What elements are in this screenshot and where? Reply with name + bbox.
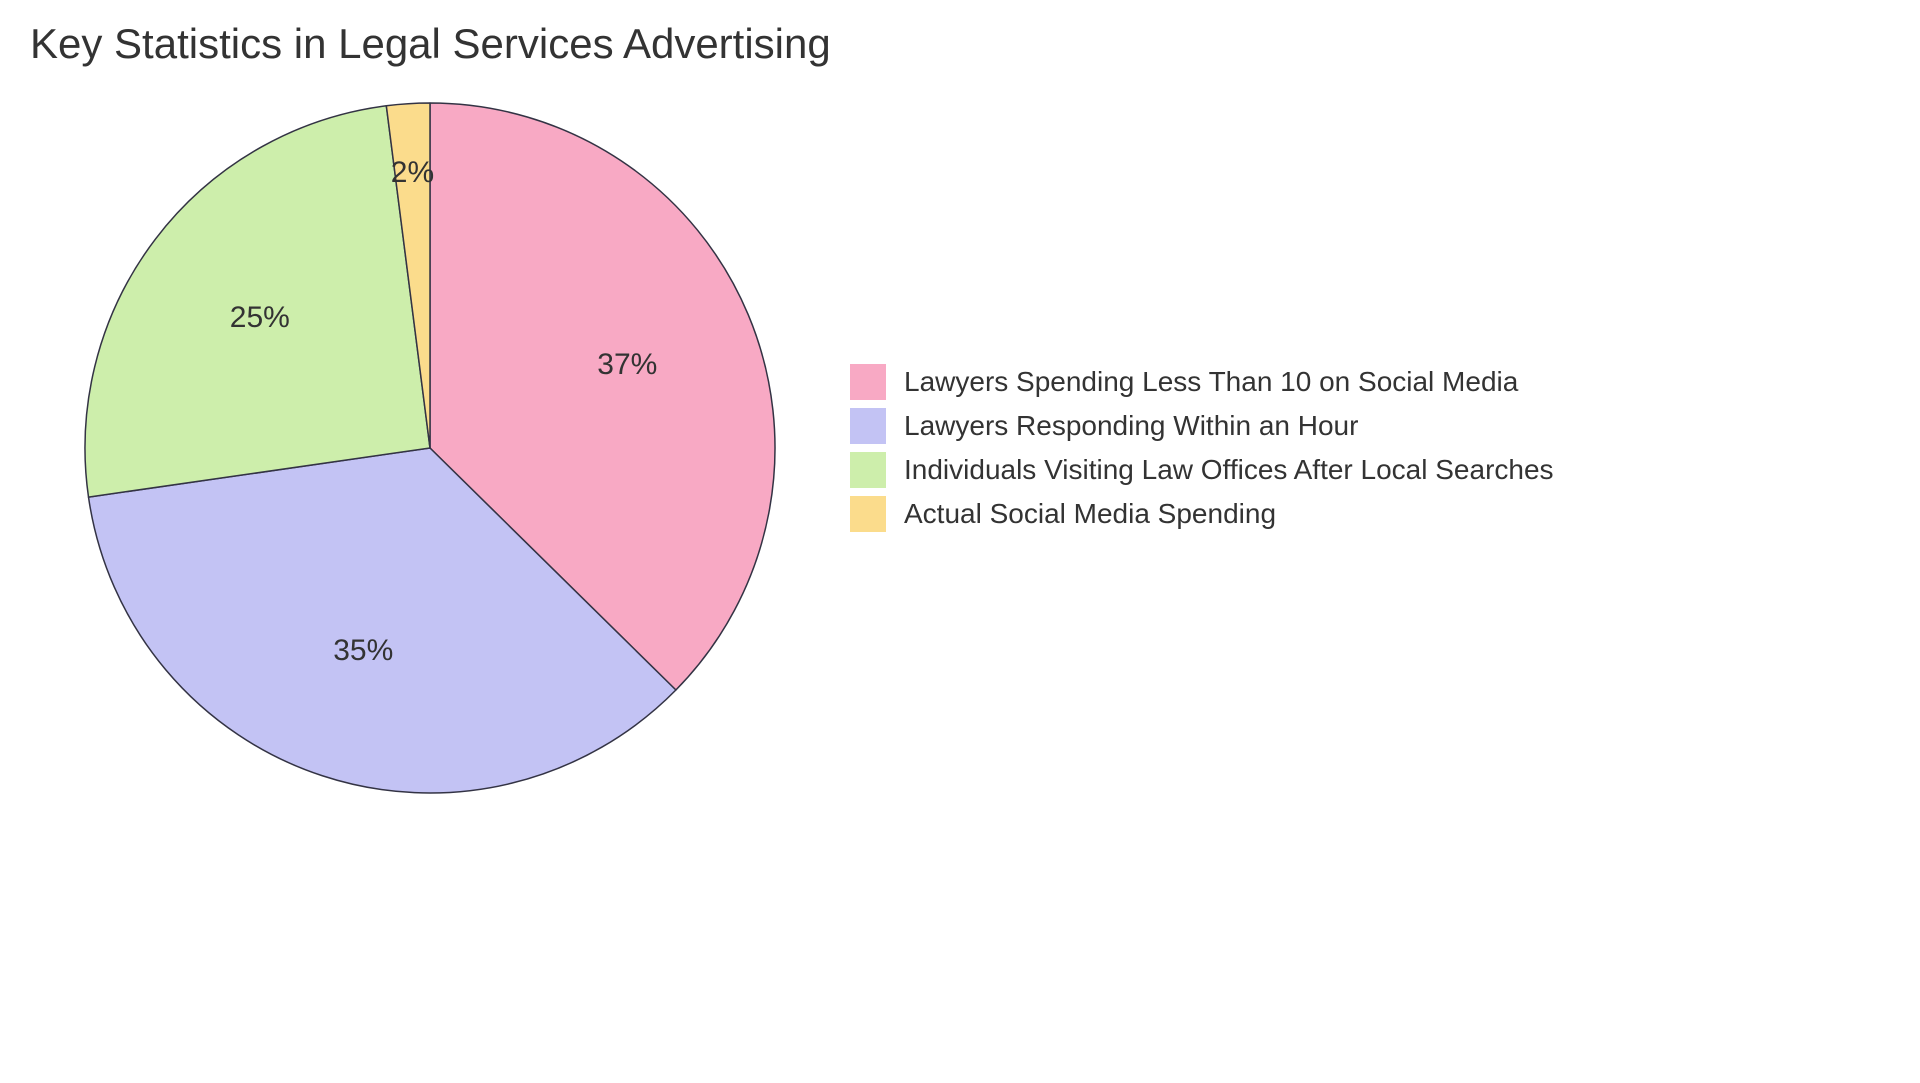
slice-label: 37% bbox=[597, 348, 657, 382]
legend-swatch bbox=[850, 364, 886, 400]
legend-swatch bbox=[850, 452, 886, 488]
slice-label: 2% bbox=[391, 156, 434, 190]
pie-svg bbox=[70, 88, 790, 808]
legend-item[interactable]: Lawyers Responding Within an Hour bbox=[850, 408, 1554, 444]
legend-label: Lawyers Responding Within an Hour bbox=[904, 410, 1358, 442]
chart-area: 37% 35% 25% 2% Lawyers Spending Less Than 1… bbox=[30, 88, 1890, 808]
chart-container: Key Statistics in Legal Services Adverti… bbox=[0, 0, 1920, 1083]
legend-item[interactable]: Lawyers Spending Less Than 10 on Social … bbox=[850, 364, 1554, 400]
legend-swatch bbox=[850, 408, 886, 444]
legend-item[interactable]: Individuals Visiting Law Offices After L… bbox=[850, 452, 1554, 488]
legend-item[interactable]: Actual Social Media Spending bbox=[850, 496, 1554, 532]
legend-label: Individuals Visiting Law Offices After L… bbox=[904, 454, 1554, 486]
legend-swatch bbox=[850, 496, 886, 532]
slice-label: 35% bbox=[333, 634, 393, 668]
legend: Lawyers Spending Less Than 10 on Social … bbox=[850, 356, 1554, 540]
legend-label: Actual Social Media Spending bbox=[904, 498, 1276, 530]
pie-chart: 37% 35% 25% 2% bbox=[70, 88, 790, 808]
slice-label: 25% bbox=[230, 301, 290, 335]
legend-label: Lawyers Spending Less Than 10 on Social … bbox=[904, 366, 1518, 398]
chart-title: Key Statistics in Legal Services Adverti… bbox=[30, 20, 1890, 68]
